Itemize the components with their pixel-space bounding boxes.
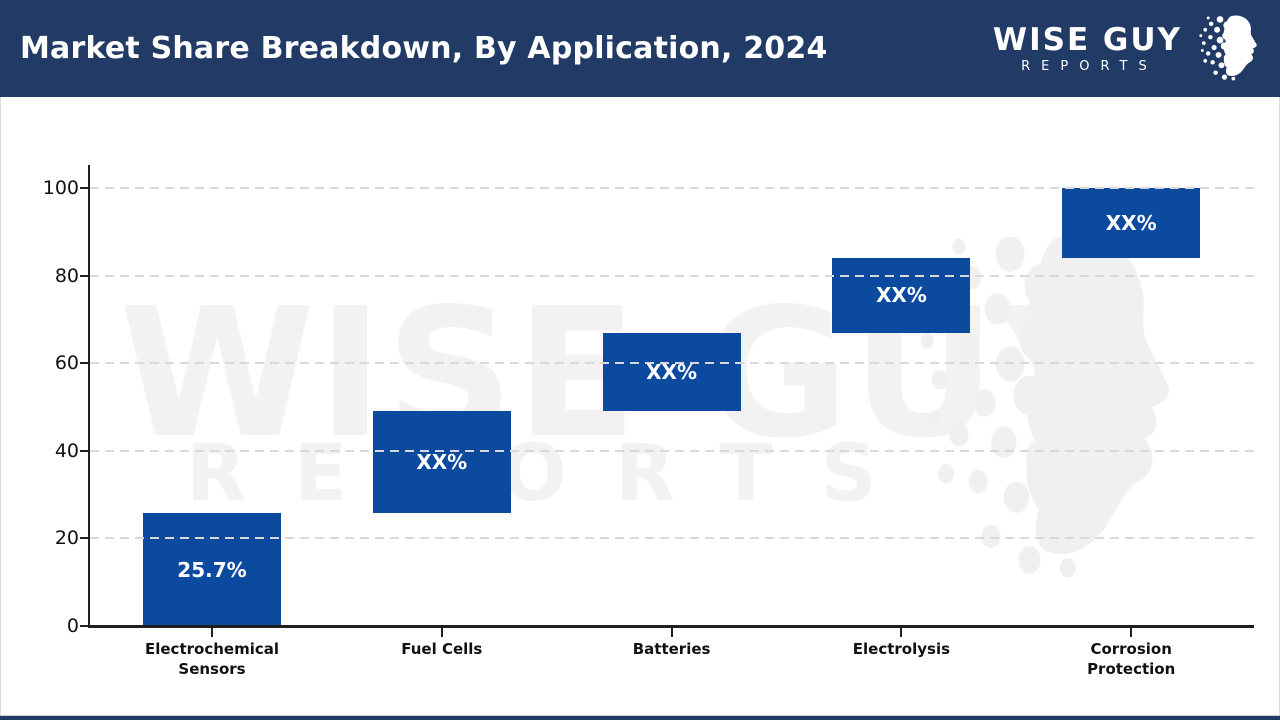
logo-wordmark: WISE GUY REPORTS [993,24,1182,74]
x-category-label: Electrolysis [852,640,951,658]
footer-bar [0,715,1280,720]
bar-segment: XX% [602,332,741,412]
bar-segment: XX% [372,411,511,514]
gridline [90,274,1254,277]
wiseguy-logo: WISE GUY REPORTS [993,9,1266,89]
y-tick [80,537,88,540]
x-tick [670,628,673,637]
y-tick [80,362,88,365]
logo-face-icon [1199,15,1257,80]
y-tick [80,625,88,627]
bar-value-label: 25.7% [177,557,247,582]
y-tick-label: 20 [54,527,79,550]
gridline [90,187,1254,189]
bar-value-label: XX% [875,283,927,308]
y-tick [80,449,88,452]
x-axis-line [88,625,1254,628]
x-tick [211,628,213,637]
x-category-label: Fuel Cells [401,640,483,658]
y-axis-line [88,165,90,628]
y-tick-label: 0 [66,615,79,637]
waterfall-chart: 25.7% XX% XX% XX% XX% 0 20 40 60 80 100 Electrochem… [1,97,1279,715]
x-category-label: Corrosion Protection [1087,640,1176,678]
bar-segment: XX% [832,258,971,333]
y-tick-label: 100 [42,177,79,199]
y-tick [80,187,88,189]
y-tick-label: 60 [54,352,79,375]
bar-value-label: XX% [416,450,468,475]
gridline [90,362,1254,365]
bar-value-label: XX% [1105,211,1157,236]
x-tick [1130,628,1133,637]
watermark-subtext: REPORTS [186,429,925,519]
chart-area: WISE GUY REPORTS 25.7% XX% XX% XX% XX% 0 20 40 6… [0,97,1280,715]
y-tick-label: 80 [54,264,79,287]
x-tick [440,628,443,637]
x-tick [900,628,903,637]
logo-wordmark-text: WISE GUY [992,21,1182,58]
y-tick-label: 40 [54,439,79,462]
page-title: Market Share Breakdown, By Application, … [20,31,828,66]
header-bar: Market Share Breakdown, By Application, … [0,0,1280,97]
x-category-label: Batteries [632,640,711,658]
logo-subtext: REPORTS [1021,58,1158,74]
bar-segment: XX% [1062,188,1201,259]
y-tick [80,274,88,277]
gridline [90,449,1254,452]
x-category-label: Electrochemical Sensors [145,640,279,678]
bar-segment: 25.7% [143,513,281,626]
gridline [90,537,1254,540]
